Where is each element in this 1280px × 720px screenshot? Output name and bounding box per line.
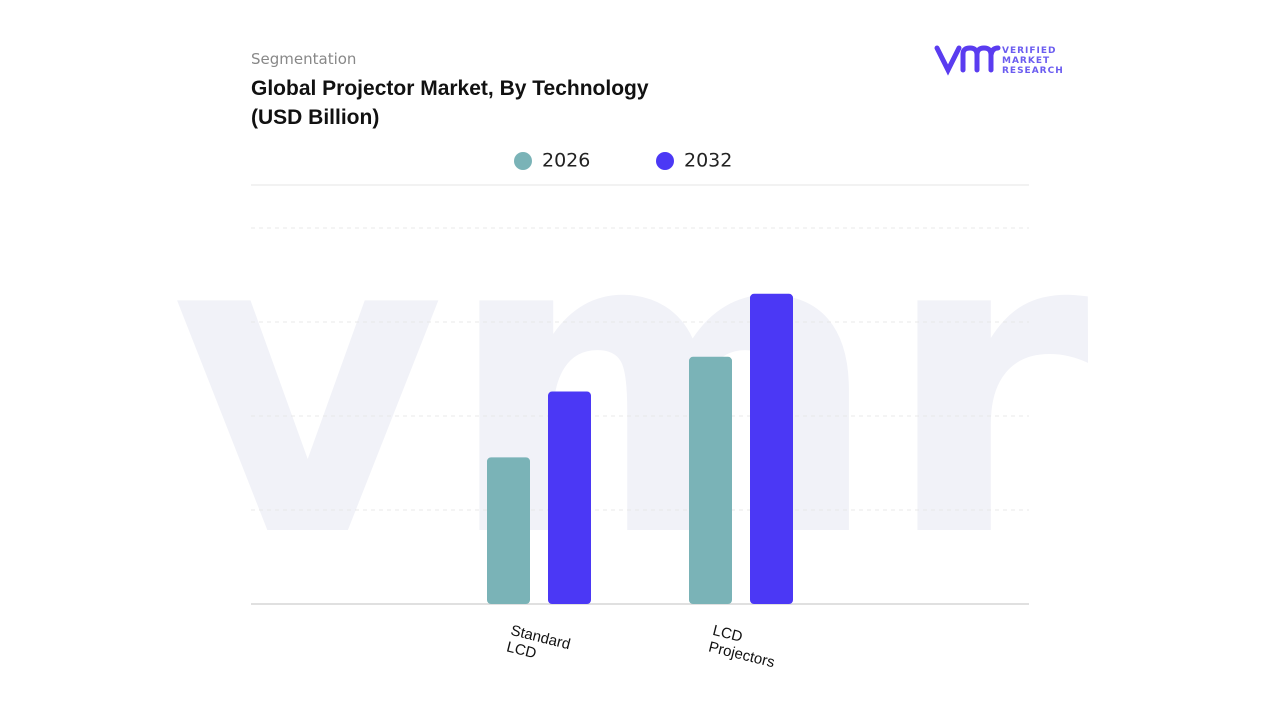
brand-text: VERIFIED bbox=[1002, 46, 1057, 56]
brand-text: RESEARCH bbox=[1002, 66, 1064, 76]
legend-label: 2026 bbox=[542, 150, 590, 172]
bar bbox=[487, 457, 530, 604]
logo: VERIFIED MARKET RESEARCH bbox=[934, 45, 1064, 76]
chart-subtitle: Segmentation bbox=[251, 50, 357, 68]
bar bbox=[689, 356, 732, 604]
bar bbox=[750, 293, 793, 604]
legend-label: 2032 bbox=[684, 150, 732, 172]
legend-swatch bbox=[514, 152, 532, 170]
watermark: vmr bbox=[171, 141, 1092, 630]
legend-swatch bbox=[656, 152, 674, 170]
bar bbox=[548, 391, 591, 604]
brand-text: MARKET bbox=[1002, 56, 1050, 66]
chart-title: Global Projector Market, By Technology (… bbox=[251, 77, 649, 129]
